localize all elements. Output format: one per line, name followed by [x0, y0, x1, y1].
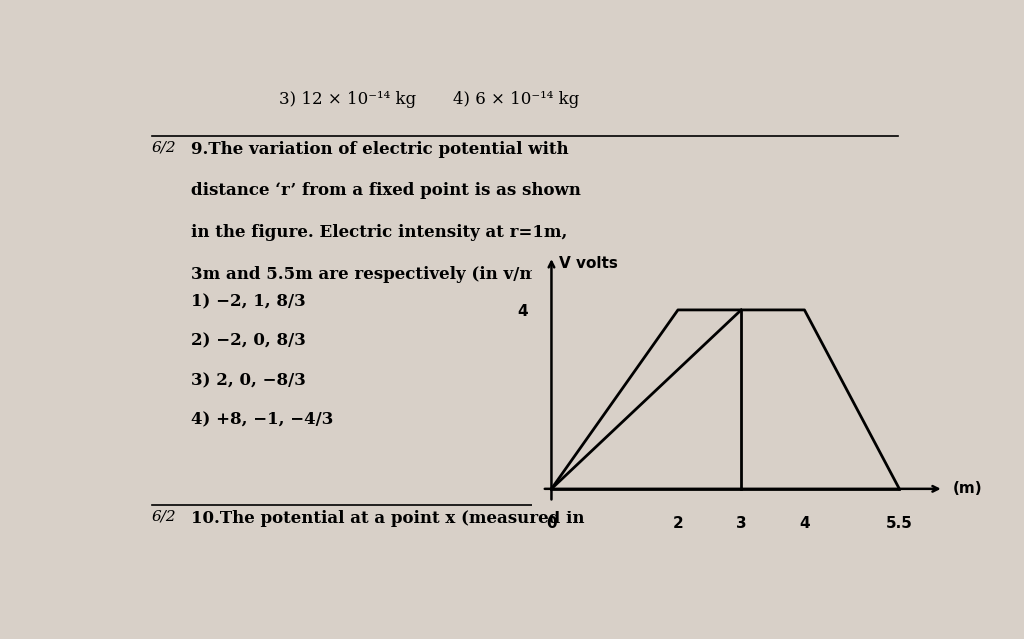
Text: 10.The potential at a point x (measured in: 10.The potential at a point x (measured … [191, 510, 585, 527]
Text: distance ‘r’ from a fixed point is as shown: distance ‘r’ from a fixed point is as sh… [191, 183, 582, 199]
Text: 9.The variation of electric potential with: 9.The variation of electric potential wi… [191, 141, 569, 158]
Text: 1) −2, 1, 8/3: 1) −2, 1, 8/3 [191, 293, 306, 310]
Text: V volts: V volts [559, 256, 617, 271]
Text: 2) −2, 0, 8/3: 2) −2, 0, 8/3 [191, 332, 306, 350]
Text: in the figure. Electric intensity at r=1m,: in the figure. Electric intensity at r=1… [191, 224, 568, 242]
Text: (m): (m) [953, 481, 983, 497]
Text: 6/2: 6/2 [152, 141, 176, 155]
Text: 3) 12 × 10⁻¹⁴ kg       4) 6 × 10⁻¹⁴ kg: 3) 12 × 10⁻¹⁴ kg 4) 6 × 10⁻¹⁴ kg [280, 91, 580, 109]
Text: 3m and 5.5m are respectively (in v/m): 3m and 5.5m are respectively (in v/m) [191, 266, 546, 283]
Text: 4) +8, −1, −4/3: 4) +8, −1, −4/3 [191, 412, 334, 428]
Text: 6/2: 6/2 [152, 510, 176, 524]
Text: 3) 2, 0, −8/3: 3) 2, 0, −8/3 [191, 372, 306, 389]
